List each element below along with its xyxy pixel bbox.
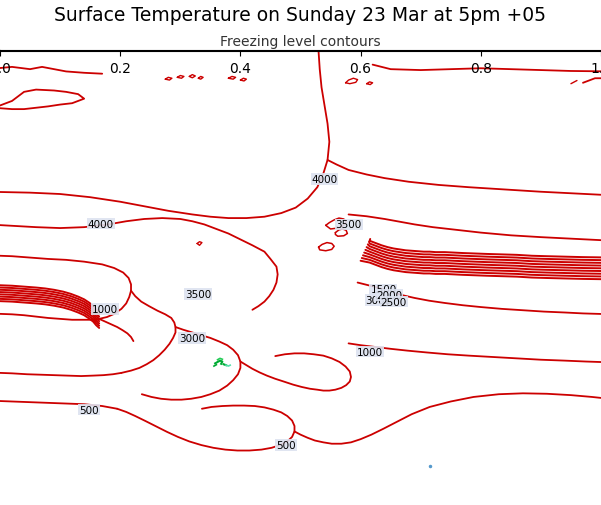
Text: 2500: 2500 [380, 297, 407, 307]
Text: 1000: 1000 [356, 347, 383, 357]
Text: 4000: 4000 [88, 219, 114, 229]
Text: 3500: 3500 [185, 289, 212, 299]
Text: 2000: 2000 [376, 291, 402, 300]
Text: Freezing level contours: Freezing level contours [220, 34, 381, 48]
Text: 3000: 3000 [179, 333, 206, 343]
Text: 3000: 3000 [365, 295, 392, 305]
Text: 1000: 1000 [92, 305, 118, 314]
Text: 4000: 4000 [311, 175, 338, 185]
Text: 500: 500 [79, 405, 99, 415]
Text: 500: 500 [276, 440, 296, 450]
Text: 3500: 3500 [335, 220, 362, 230]
Text: Surface Temperature on Sunday 23 Mar at 5pm +05: Surface Temperature on Sunday 23 Mar at … [55, 6, 546, 25]
Text: 1500: 1500 [370, 285, 397, 295]
